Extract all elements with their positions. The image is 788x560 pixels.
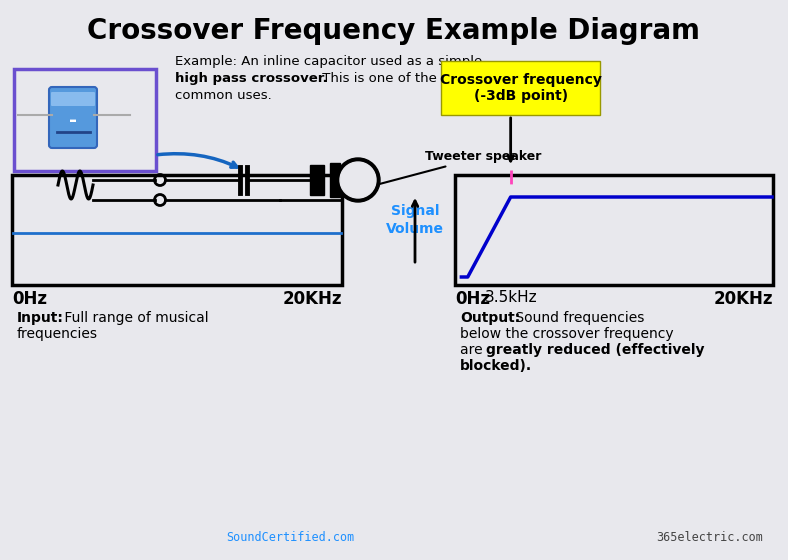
Text: Crossover frequency
(-3dB point): Crossover frequency (-3dB point) <box>440 73 601 103</box>
Bar <box>455 175 773 285</box>
FancyBboxPatch shape <box>51 92 95 106</box>
FancyBboxPatch shape <box>441 61 600 115</box>
FancyBboxPatch shape <box>49 87 97 148</box>
Text: blocked).: blocked). <box>460 359 532 373</box>
Text: are: are <box>460 343 487 357</box>
Text: high pass crossover.: high pass crossover. <box>175 72 328 85</box>
Text: Example: An inline capacitor used as a simple: Example: An inline capacitor used as a s… <box>175 55 482 68</box>
Text: Full range of musical: Full range of musical <box>60 311 209 325</box>
Circle shape <box>336 158 380 202</box>
FancyBboxPatch shape <box>14 69 156 171</box>
Text: greatly reduced (effectively: greatly reduced (effectively <box>486 343 704 357</box>
Text: 20KHz: 20KHz <box>713 290 773 308</box>
Text: 365electric.com: 365electric.com <box>656 531 764 544</box>
Text: SoundCertified.com: SoundCertified.com <box>226 531 354 544</box>
Text: -: - <box>69 110 77 129</box>
Text: frequencies: frequencies <box>17 327 98 341</box>
Text: 3.5kHz: 3.5kHz <box>485 290 537 305</box>
Circle shape <box>340 162 376 198</box>
Text: 0Hz: 0Hz <box>12 290 47 308</box>
Text: 0Hz: 0Hz <box>455 290 490 308</box>
Text: This is one of the most: This is one of the most <box>318 72 474 85</box>
Text: common uses.: common uses. <box>175 89 272 102</box>
Text: Tweeter speaker: Tweeter speaker <box>343 150 541 195</box>
Text: below the crossover frequency: below the crossover frequency <box>460 327 674 341</box>
Bar <box>12 175 342 285</box>
Text: Input:: Input: <box>17 311 64 325</box>
Bar <box>310 165 324 195</box>
Text: Sound frequencies: Sound frequencies <box>511 311 645 325</box>
Bar <box>330 163 340 197</box>
Text: Crossover Frequency Example Diagram: Crossover Frequency Example Diagram <box>87 17 701 45</box>
Text: 20KHz: 20KHz <box>283 290 342 308</box>
Text: Output:: Output: <box>460 311 520 325</box>
Text: Signal
Volume: Signal Volume <box>386 204 444 236</box>
